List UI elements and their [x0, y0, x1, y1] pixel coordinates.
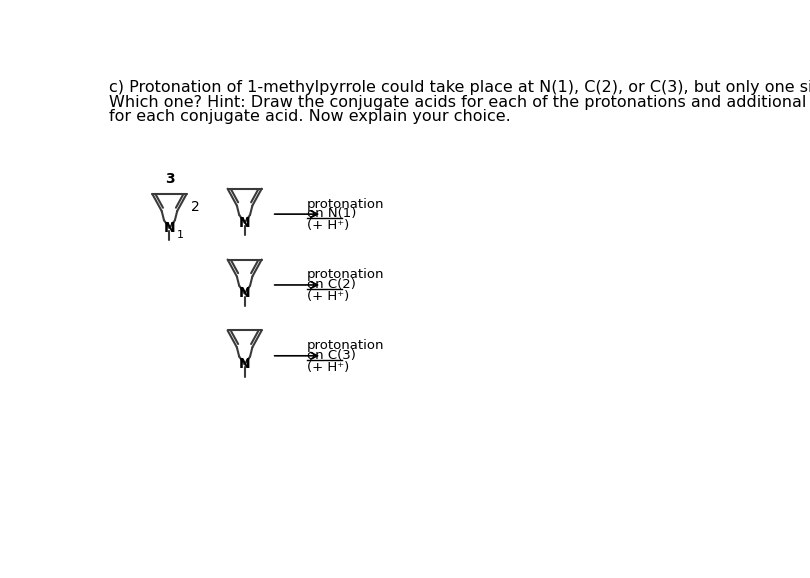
Text: protonation: protonation	[307, 339, 384, 352]
Text: on N(1): on N(1)	[307, 207, 356, 220]
Text: N: N	[239, 357, 250, 371]
Text: for each conjugate acid. Now explain your choice.: for each conjugate acid. Now explain you…	[109, 109, 511, 124]
Text: (+ H⁺): (+ H⁺)	[307, 219, 349, 232]
Text: on C(2): on C(2)	[307, 277, 356, 291]
Text: (+ H⁺): (+ H⁺)	[307, 290, 349, 303]
Text: (+ H⁺): (+ H⁺)	[307, 361, 349, 374]
Text: 3: 3	[164, 172, 174, 186]
Text: c) Protonation of 1-methylpyrrole could take place at N(1), C(2), or C(3), but o: c) Protonation of 1-methylpyrrole could …	[109, 80, 810, 95]
Text: Which one? Hint: Draw the conjugate acids for each of the protonations and addit: Which one? Hint: Draw the conjugate acid…	[109, 95, 810, 110]
Text: N: N	[164, 221, 175, 235]
Text: 2: 2	[191, 200, 200, 214]
Text: protonation: protonation	[307, 198, 384, 210]
Text: on C(3): on C(3)	[307, 349, 356, 361]
Text: protonation: protonation	[307, 268, 384, 281]
Text: N: N	[239, 216, 250, 229]
Text: 1: 1	[177, 230, 183, 240]
Text: N: N	[239, 287, 250, 301]
